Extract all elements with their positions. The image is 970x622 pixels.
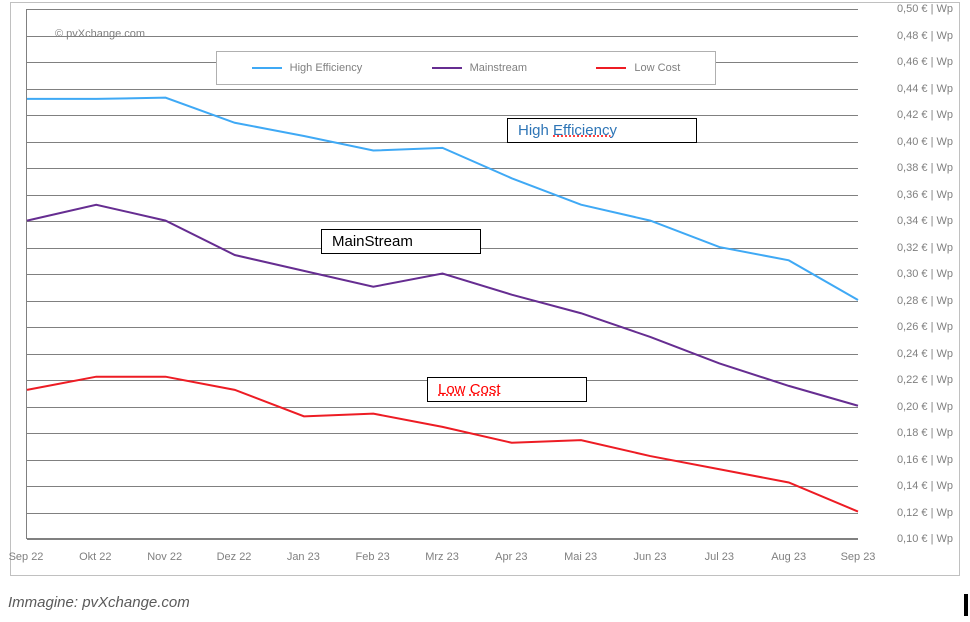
x-axis-label: Jul 23 — [705, 551, 734, 563]
x-axis-label: Sep 22 — [9, 551, 44, 563]
y-axis-label: 0,34 € | Wp — [897, 215, 953, 227]
legend-label: Mainstream — [470, 62, 527, 74]
annotation-box: MainStream — [321, 229, 481, 254]
y-axis-label: 0,16 € | Wp — [897, 454, 953, 466]
legend-swatch — [252, 67, 282, 69]
y-axis-label: 0,30 € | Wp — [897, 268, 953, 280]
legend-item: Low Cost — [596, 62, 680, 74]
x-axis-label: Sep 23 — [841, 551, 876, 563]
y-axis-label: 0,22 € | Wp — [897, 374, 953, 386]
x-axis-label: Dez 22 — [217, 551, 252, 563]
x-axis-label: Jun 23 — [633, 551, 666, 563]
line-series-svg — [27, 9, 858, 538]
y-axis-label: 0,50 € | Wp — [897, 3, 953, 15]
y-axis-label: 0,10 € | Wp — [897, 533, 953, 545]
y-axis-label: 0,48 € | Wp — [897, 30, 953, 42]
legend-item: High Efficiency — [252, 62, 363, 74]
image-caption: Immagine: pvXchange.com — [8, 594, 190, 611]
y-axis-label: 0,44 € | Wp — [897, 83, 953, 95]
x-axis-label: Okt 22 — [79, 551, 111, 563]
x-axis-label: Nov 22 — [147, 551, 182, 563]
y-axis-label: 0,14 € | Wp — [897, 480, 953, 492]
x-axis-label: Aug 23 — [771, 551, 806, 563]
y-axis-label: 0,46 € | Wp — [897, 56, 953, 68]
x-axis-label: Feb 23 — [356, 551, 390, 563]
y-axis-label: 0,28 € | Wp — [897, 295, 953, 307]
y-axis-label: 0,24 € | Wp — [897, 348, 953, 360]
legend-swatch — [596, 67, 626, 69]
annotation-box: Low Cost — [427, 377, 587, 402]
y-axis-label: 0,40 € | Wp — [897, 136, 953, 148]
legend-label: Low Cost — [634, 62, 680, 74]
series-line — [27, 98, 858, 300]
legend-item: Mainstream — [432, 62, 527, 74]
x-axis-label: Jan 23 — [287, 551, 320, 563]
annotation-box: High Efficiency — [507, 118, 697, 143]
annotation-text: Low — [438, 381, 466, 398]
annotation-text: MainStream — [332, 233, 413, 250]
annotation-text: Cost — [470, 381, 501, 398]
y-axis-label: 0,12 € | Wp — [897, 507, 953, 519]
annotation-text: Efficiency — [553, 122, 617, 139]
y-axis-label: 0,18 € | Wp — [897, 427, 953, 439]
x-axis-label: Mai 23 — [564, 551, 597, 563]
legend-label: High Efficiency — [290, 62, 363, 74]
x-axis-label: Mrz 23 — [425, 551, 459, 563]
x-axis-label: Apr 23 — [495, 551, 527, 563]
y-axis-label: 0,26 € | Wp — [897, 321, 953, 333]
cursor-bar — [964, 594, 968, 616]
y-axis-label: 0,42 € | Wp — [897, 109, 953, 121]
y-axis-label: 0,36 € | Wp — [897, 189, 953, 201]
legend-swatch — [432, 67, 462, 69]
plot-area — [26, 9, 858, 539]
gridline — [27, 539, 858, 540]
y-axis-label: 0,38 € | Wp — [897, 162, 953, 174]
chart-frame: © pvXchange.com High EfficiencyMainstrea… — [10, 2, 960, 576]
legend-box: High Efficiency Mainstream Low Cost — [216, 51, 716, 85]
annotation-text: High — [518, 122, 553, 139]
y-axis-label: 0,20 € | Wp — [897, 401, 953, 413]
y-axis-label: 0,32 € | Wp — [897, 242, 953, 254]
